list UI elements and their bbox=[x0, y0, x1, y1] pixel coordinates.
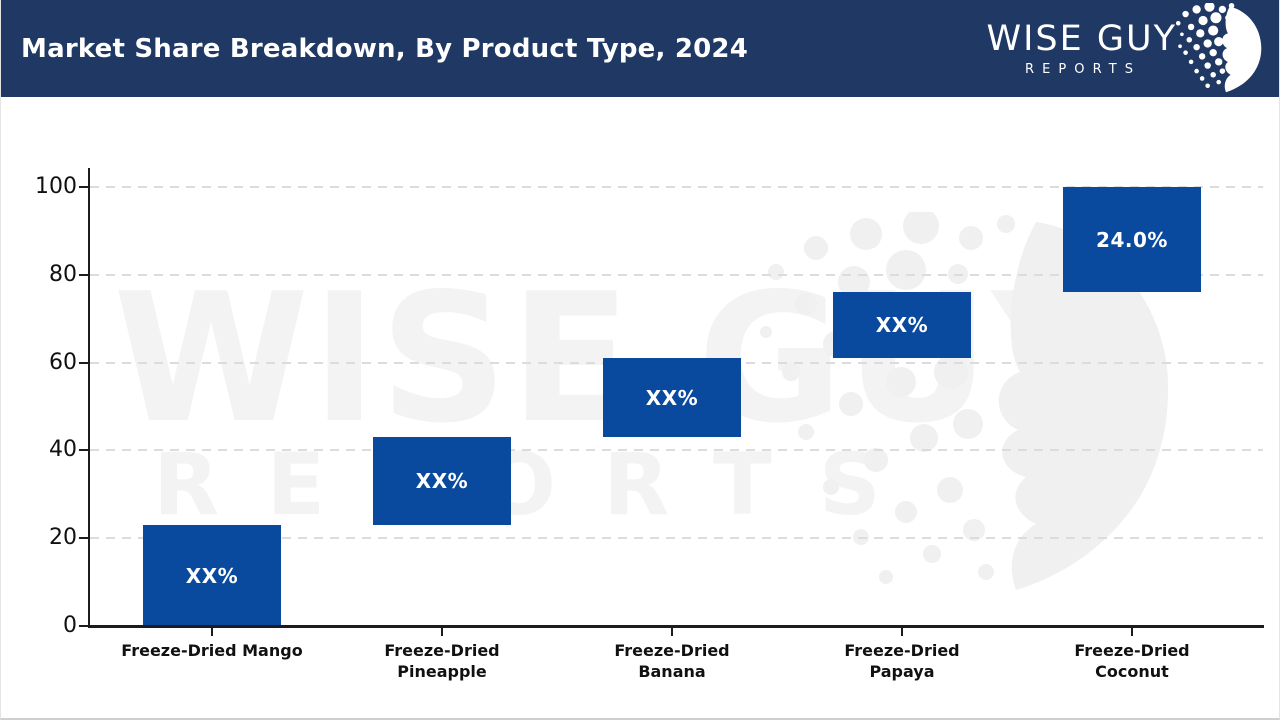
gridline-80 bbox=[90, 273, 1263, 276]
x-axis-label: Freeze-Dried Pineapple bbox=[384, 641, 500, 681]
y-axis-line bbox=[88, 168, 90, 627]
y-tick-label: 100 bbox=[35, 174, 77, 199]
gridline-100 bbox=[90, 186, 1263, 188]
logo-brand-text: WISE GUY bbox=[986, 18, 1177, 59]
bar-value-label: XX% bbox=[185, 563, 239, 588]
y-tick bbox=[79, 361, 89, 364]
logo-text: WISE GUY REPORTS bbox=[986, 18, 1177, 77]
watermark-face-icon bbox=[760, 212, 1169, 590]
bar: XX% bbox=[603, 358, 741, 438]
bar: 24.0% bbox=[1063, 187, 1201, 293]
y-tick-label: 40 bbox=[49, 437, 77, 463]
y-tick bbox=[79, 449, 89, 452]
y-tick-label: 80 bbox=[49, 261, 77, 287]
chart-title: Market Share Breakdown, By Product Type,… bbox=[21, 33, 748, 64]
gridline-40 bbox=[90, 449, 1263, 452]
y-tick-label: 60 bbox=[49, 349, 77, 375]
y-tick-label: 0 bbox=[63, 613, 77, 638]
bar: XX% bbox=[373, 437, 511, 526]
x-axis-line bbox=[88, 625, 1264, 628]
bar-value-label: XX% bbox=[875, 313, 929, 338]
x-axis-label: Freeze-Dried Mango bbox=[121, 641, 303, 660]
bar: XX% bbox=[143, 525, 281, 626]
x-tick bbox=[441, 628, 443, 636]
watermark-text-sub: REPORTS bbox=[153, 435, 929, 535]
y-tick-label: 20 bbox=[49, 525, 77, 551]
logo-face-icon bbox=[1175, 3, 1262, 93]
bar-value-label: 24.0% bbox=[1096, 227, 1168, 252]
bar: XX% bbox=[833, 292, 971, 359]
x-axis-label: Freeze-Dried Coconut bbox=[1074, 641, 1190, 681]
x-tick bbox=[211, 628, 213, 636]
header-bar: Market Share Breakdown, By Product Type,… bbox=[1, 0, 1279, 97]
x-axis-label: Freeze-Dried Papaya bbox=[844, 641, 960, 681]
bar-value-label: XX% bbox=[415, 469, 469, 494]
bar-value-label: XX% bbox=[645, 385, 699, 410]
x-axis-label: Freeze-Dried Banana bbox=[614, 641, 730, 681]
logo-sub-text: REPORTS bbox=[1025, 61, 1142, 77]
x-tick bbox=[1131, 628, 1133, 636]
x-tick bbox=[671, 628, 673, 636]
y-tick bbox=[79, 537, 89, 540]
x-tick bbox=[901, 628, 903, 636]
wiseguy-logo: WISE GUY REPORTS bbox=[986, 3, 1271, 94]
gridline-20 bbox=[90, 537, 1263, 540]
y-tick bbox=[79, 186, 89, 188]
y-tick bbox=[79, 625, 89, 627]
y-tick bbox=[79, 273, 89, 276]
